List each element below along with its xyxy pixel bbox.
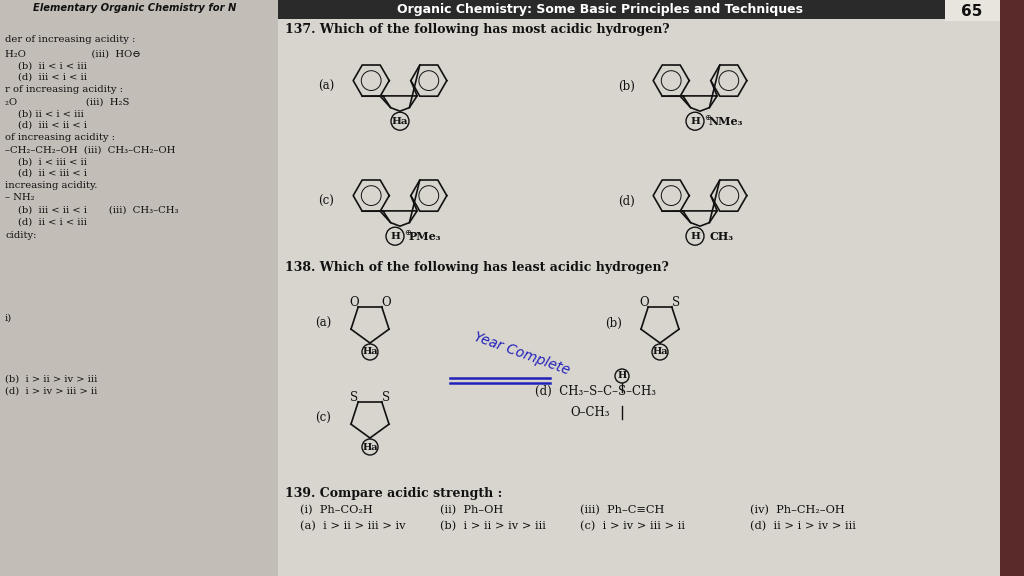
Text: S: S [672,296,680,309]
Text: H: H [690,232,700,241]
Text: (c)  i > iv > iii > ii: (c) i > iv > iii > ii [580,521,685,531]
Text: O: O [639,296,649,309]
Text: ⊕: ⊕ [404,228,411,237]
Text: H: H [617,372,627,381]
Text: (d)  iii < i < ii: (d) iii < i < ii [18,73,87,81]
Text: S: S [382,391,390,404]
Text: O–CH₃: O–CH₃ [570,407,609,419]
Text: cidity:: cidity: [5,230,37,240]
Text: i): i) [5,313,12,323]
Text: (d)  ii > i > iv > iii: (d) ii > i > iv > iii [750,521,856,531]
Text: 65: 65 [962,3,983,18]
Text: Ha: Ha [362,442,378,452]
Text: (b) ii < i < iii: (b) ii < i < iii [18,109,84,119]
Text: 137. Which of the following has most acidic hydrogen?: 137. Which of the following has most aci… [285,22,670,36]
Text: Ha: Ha [362,347,378,357]
Text: der of increasing acidity :: der of increasing acidity : [5,36,135,44]
Text: (a)  i > ii > iii > iv: (a) i > ii > iii > iv [300,521,406,531]
Text: (b)  i > ii > iv > iii: (b) i > ii > iv > iii [5,374,97,384]
Text: (b)  i > ii > iv > iii: (b) i > ii > iv > iii [440,521,546,531]
Text: r of increasing acidity :: r of increasing acidity : [5,85,123,93]
Text: (d): (d) [618,195,635,207]
Text: O: O [381,296,390,309]
Text: increasing acidity.: increasing acidity. [5,181,97,191]
Text: (d)  ii < iii < i: (d) ii < iii < i [18,169,87,177]
Text: PMe₃: PMe₃ [409,231,441,242]
Text: (d)  ii < i < iii: (d) ii < i < iii [18,218,87,226]
FancyBboxPatch shape [945,0,1000,21]
Text: NMe₃: NMe₃ [709,116,743,127]
FancyBboxPatch shape [1000,0,1024,576]
Text: (b): (b) [618,79,635,93]
Text: (d)  iii < ii < i: (d) iii < ii < i [18,120,87,130]
Text: (i)  Ph–CO₂H: (i) Ph–CO₂H [300,505,373,515]
Text: Year Complete: Year Complete [472,330,571,378]
Text: Elementary Organic Chemistry for N: Elementary Organic Chemistry for N [34,3,237,13]
Text: H: H [690,117,700,126]
FancyBboxPatch shape [278,0,1000,576]
Text: of increasing acidity :: of increasing acidity : [5,132,115,142]
Text: CH₃: CH₃ [709,231,733,242]
Text: (a): (a) [315,316,331,329]
Text: (a): (a) [318,79,334,93]
Text: (d)  CH₃–S–C–S–CH₃: (d) CH₃–S–C–S–CH₃ [535,385,656,397]
Text: (iii)  Ph–C≡CH: (iii) Ph–C≡CH [580,505,665,515]
Text: (b)  iii < ii < i       (iii)  CH₃–CH₃: (b) iii < ii < i (iii) CH₃–CH₃ [18,206,178,214]
Text: (b)  i < iii < ii: (b) i < iii < ii [18,157,87,166]
FancyBboxPatch shape [278,0,945,19]
Text: 139. Compare acidic strength :: 139. Compare acidic strength : [285,487,502,501]
Text: (b)  ii < i < iii: (b) ii < i < iii [18,62,87,70]
Text: H₂O                     (iii)  HO⊖: H₂O (iii) HO⊖ [5,50,140,59]
Text: ₂O                      (iii)  H₂S: ₂O (iii) H₂S [5,97,129,107]
Text: (ii)  Ph–OH: (ii) Ph–OH [440,505,503,515]
Text: – NH₂: – NH₂ [5,194,35,203]
Text: (b): (b) [605,316,622,329]
Text: O: O [349,296,359,309]
Text: (d)  i > iv > iii > ii: (d) i > iv > iii > ii [5,386,97,396]
Text: S: S [350,391,358,404]
Text: 138. Which of the following has least acidic hydrogen?: 138. Which of the following has least ac… [285,262,669,275]
Text: (iv)  Ph–CH₂–OH: (iv) Ph–CH₂–OH [750,505,845,515]
FancyBboxPatch shape [0,0,278,576]
Text: Organic Chemistry: Some Basic Principles and Techniques: Organic Chemistry: Some Basic Principles… [397,3,803,17]
Text: H: H [390,232,400,241]
Text: ⊕: ⊕ [705,113,711,122]
Text: (c): (c) [315,411,331,425]
Text: Ha: Ha [392,117,409,126]
Text: Ha: Ha [652,347,668,357]
Text: –CH₂–CH₂–OH  (iii)  CH₃–CH₂–OH: –CH₂–CH₂–OH (iii) CH₃–CH₂–OH [5,146,175,154]
Text: (c): (c) [318,195,334,207]
